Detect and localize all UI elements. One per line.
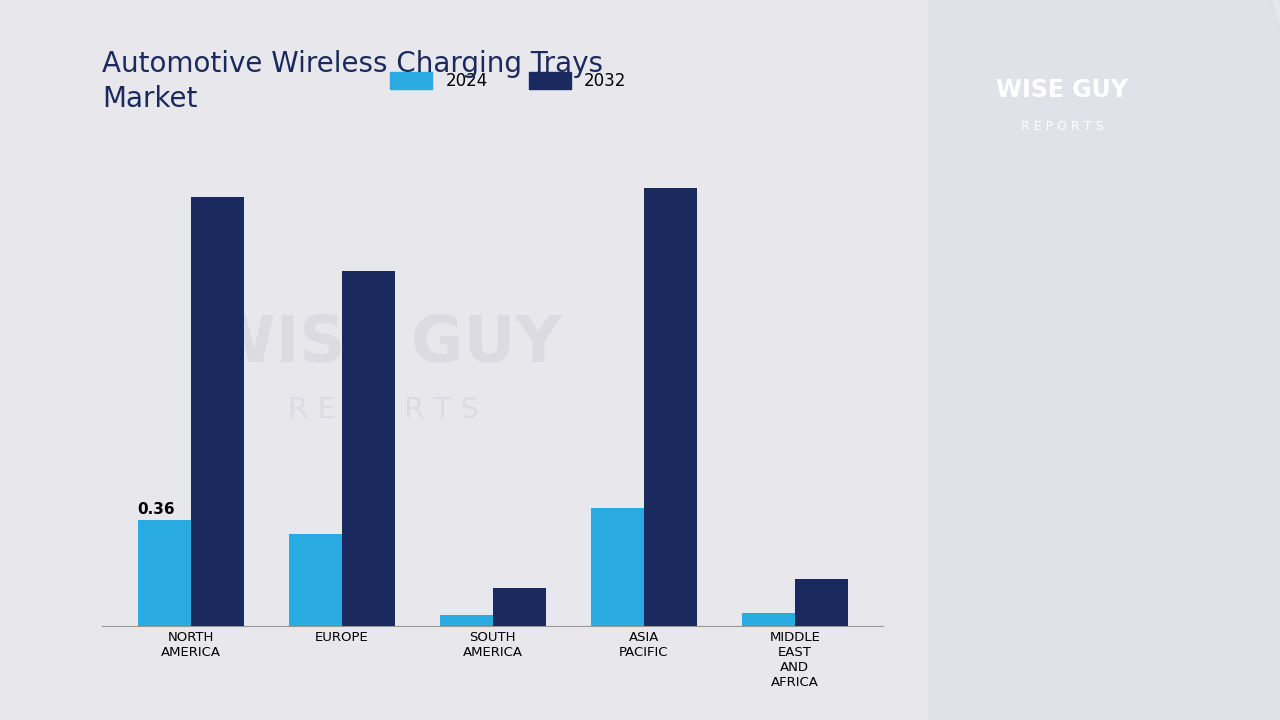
Text: Automotive Wireless Charging Trays
Market: Automotive Wireless Charging Trays Marke…: [102, 50, 603, 113]
Text: WISE GUY: WISE GUY: [205, 313, 562, 375]
Legend: 2024, 2032: 2024, 2032: [384, 66, 634, 96]
Bar: [138, 520, 191, 626]
Bar: [795, 579, 847, 626]
Bar: [191, 197, 243, 626]
Text: R E P O R T S: R E P O R T S: [1020, 120, 1103, 132]
Text: WISE GUY: WISE GUY: [996, 78, 1128, 102]
Bar: [289, 534, 342, 626]
Bar: [342, 271, 394, 626]
Text: R E P O R T S: R E P O R T S: [288, 396, 479, 423]
Circle shape: [594, 0, 1280, 720]
Bar: [493, 588, 545, 626]
Bar: [440, 615, 493, 626]
Bar: [742, 613, 795, 626]
Bar: [591, 508, 644, 626]
Text: 0.36: 0.36: [137, 502, 175, 517]
Bar: [644, 188, 696, 626]
